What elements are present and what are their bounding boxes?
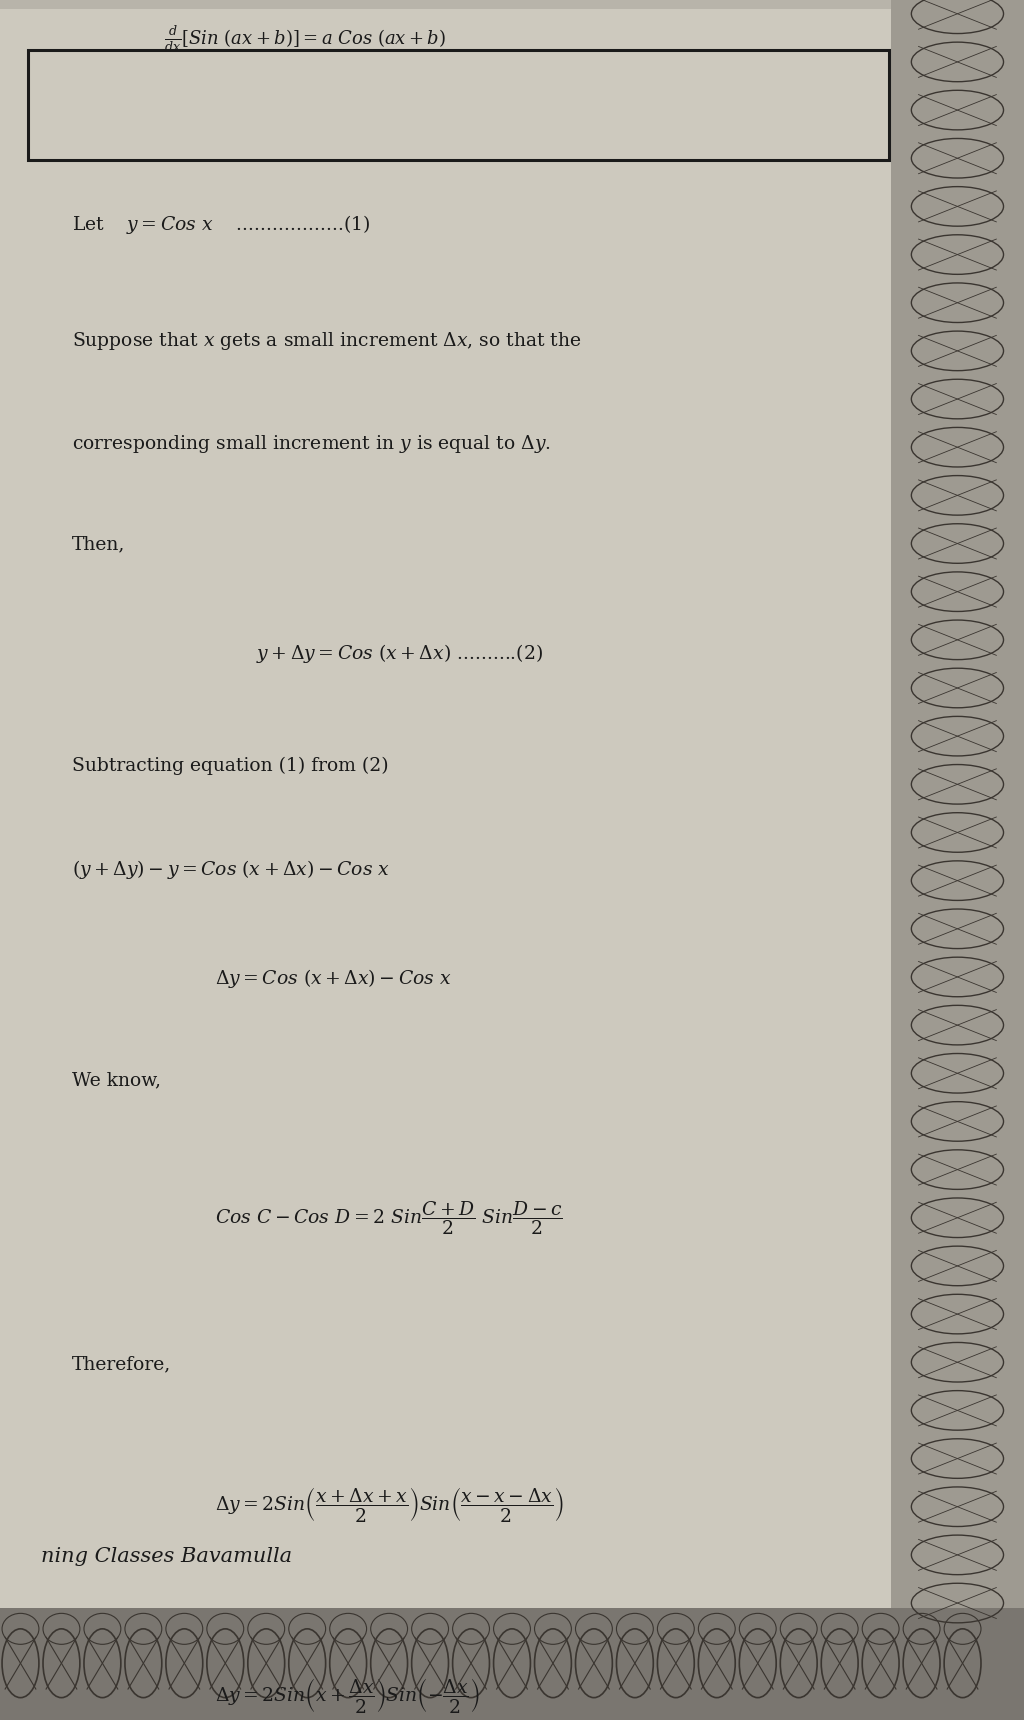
Text: Suppose that $x$ gets a small increment $\Delta x$, so that the: Suppose that $x$ gets a small increment … — [72, 330, 582, 353]
Text: $Cos\ C - Cos\ D = 2\ Sin\dfrac{C+D}{2}\ Sin\dfrac{D-c}{2}$: $Cos\ C - Cos\ D = 2\ Sin\dfrac{C+D}{2}\… — [215, 1199, 563, 1237]
FancyBboxPatch shape — [28, 50, 889, 160]
Bar — [891, 0, 1024, 1634]
Text: Let $\quad y = Cos\ x \quad$ ..................(1): Let $\quad y = Cos\ x \quad$ ...........… — [72, 213, 370, 236]
Text: $\Delta y = Cos\ (x + \Delta x) - Cos\ x$: $\Delta y = Cos\ (x + \Delta x) - Cos\ x… — [215, 967, 452, 989]
Text: ning Classes Bavamulla: ning Classes Bavamulla — [41, 1546, 292, 1567]
Text: $\Delta y = 2Sin\left(\dfrac{x+\Delta x+x}{2}\right) Sin\left(\dfrac{x-x-\Delta : $\Delta y = 2Sin\left(\dfrac{x+\Delta x+… — [215, 1486, 564, 1524]
Text: 09.: 09. — [46, 91, 80, 110]
Text: FUNCTION Cos x BY AB-INITIO: FUNCTION Cos x BY AB-INITIO — [325, 131, 658, 148]
Text: Therefore,: Therefore, — [72, 1355, 171, 1373]
Text: $y + \Delta y = Cos\ (x + \Delta x)$ ..........(2): $y + \Delta y = Cos\ (x + \Delta x)$ ...… — [256, 642, 543, 664]
Bar — [0, 9, 901, 1617]
Text: $\Delta y = 2Sin\left(x + \dfrac{\Delta x}{2}\right) Sin\left(-\dfrac{\Delta x}{: $\Delta y = 2Sin\left(x + \dfrac{\Delta … — [215, 1677, 479, 1715]
Bar — [0, 1608, 1024, 1720]
Text: We know,: We know, — [72, 1072, 161, 1089]
Text: $(y + \Delta y) - y = Cos\ (x + \Delta x) - Cos\ x$: $(y + \Delta y) - y = Cos\ (x + \Delta x… — [72, 858, 390, 881]
Text: $\frac{d}{dx}[Sin\ (ax + b)] = a\ Cos\ (ax + b)$: $\frac{d}{dx}[Sin\ (ax + b)] = a\ Cos\ (… — [164, 24, 445, 55]
Text: corresponding small increment in $y$ is equal to $\Delta y$.: corresponding small increment in $y$ is … — [72, 433, 551, 456]
Text: DERIVATIVE OF THE STANDARD: DERIVATIVE OF THE STANDARD — [317, 91, 666, 110]
Text: Subtracting equation (1) from (2): Subtracting equation (1) from (2) — [72, 757, 388, 776]
Text: Then,: Then, — [72, 535, 125, 552]
